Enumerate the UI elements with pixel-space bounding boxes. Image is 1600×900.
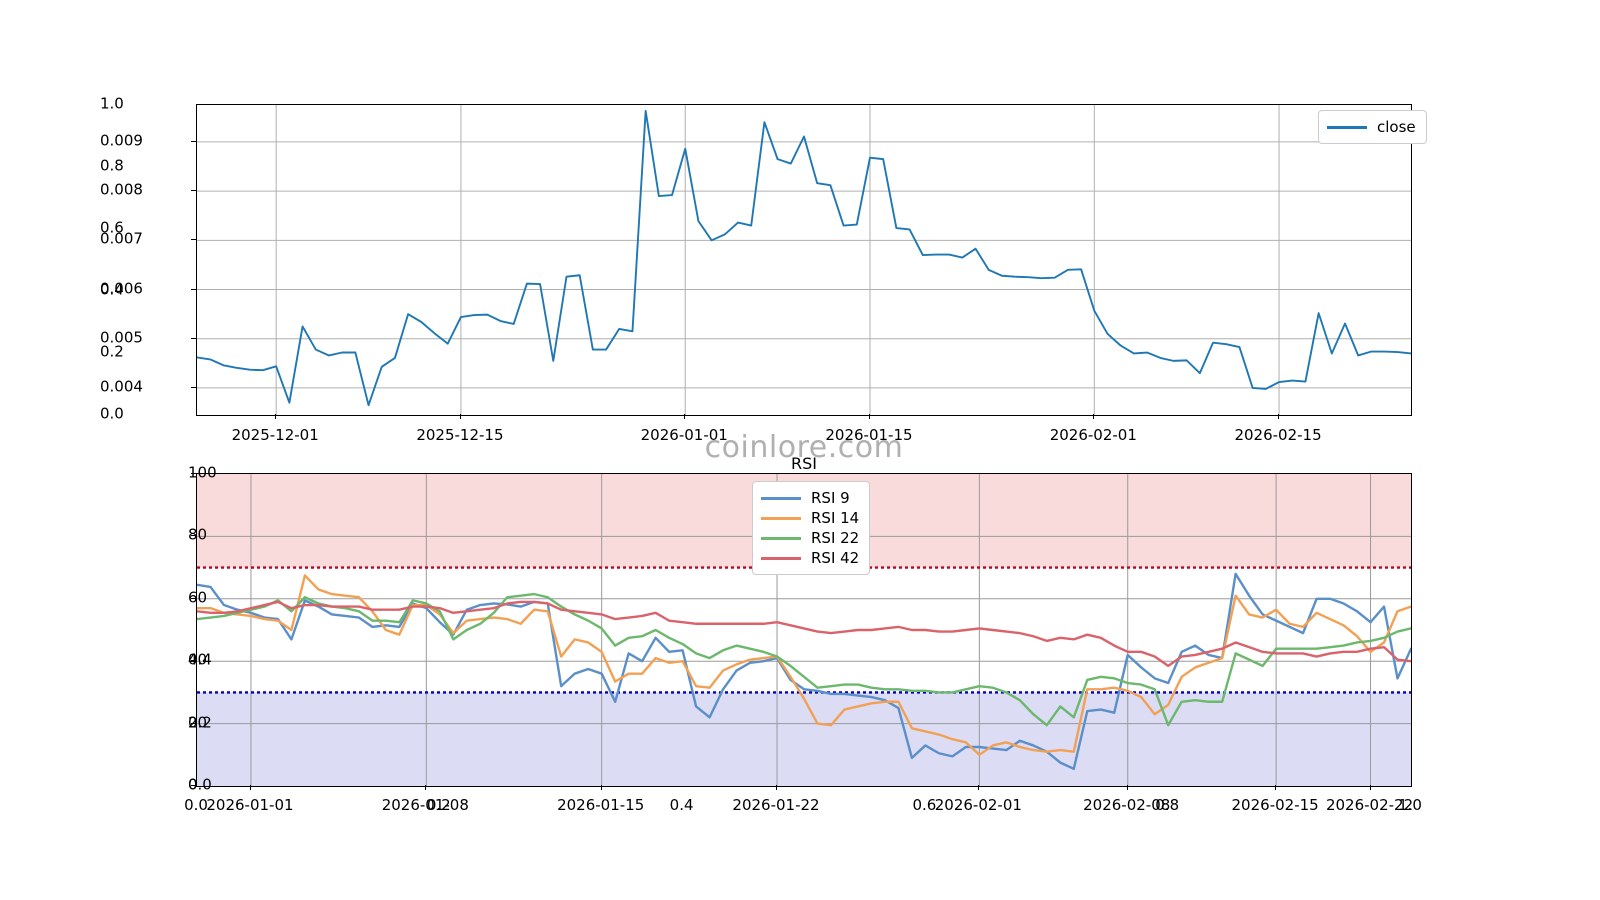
rsi-legend-label: RSI 14 — [811, 509, 860, 527]
rsi-ytick-mark — [191, 660, 196, 662]
legend-swatch-icon — [761, 536, 801, 540]
rsi-xtick-mark — [1126, 785, 1128, 790]
price-chart-plot — [197, 105, 1411, 415]
watermark-coinlore: coinlore.com — [704, 430, 904, 465]
rsi-xtick-2026-02-01: 2026-02-01 — [934, 796, 1022, 814]
legend-swatch-icon — [761, 516, 801, 520]
price-legend-label: close — [1377, 118, 1416, 136]
price-xtick-mark — [1093, 414, 1095, 419]
rsi-xtick-2026-01-01: 2026-01-01 — [206, 796, 294, 814]
price-chart-legend[interactable]: close — [1318, 110, 1427, 144]
price-xtick-2025-12-01: 2025-12-01 — [231, 426, 319, 444]
price-ytick-0.008: 0.008 — [100, 180, 143, 199]
price-secondary-ytick-1.0: 1.0 — [100, 94, 124, 113]
rsi-legend-item[interactable]: RSI 14 — [761, 508, 859, 528]
rsi-ytick-mark — [191, 722, 196, 724]
price-ytick-mark — [191, 190, 196, 192]
price-xtick-mark — [459, 414, 461, 419]
rsi-secondary-ytick-0.4: 0.4 — [188, 650, 212, 669]
rsi-legend-item[interactable]: RSI 42 — [761, 548, 859, 568]
price-ytick-mark — [191, 337, 196, 339]
rsi-ytick-mark — [191, 535, 196, 537]
rsi-xtick-2026-01-15: 2026-01-15 — [557, 796, 645, 814]
price-xtick-2026-01-15: 2026-01-15 — [825, 426, 913, 444]
price-secondary-ytick-0.4: 0.4 — [100, 280, 124, 299]
rsi-xtick-2026-02-15: 2026-02-15 — [1231, 796, 1319, 814]
price-ytick-mark — [191, 288, 196, 290]
rsi-ytick-0: 0 — [188, 777, 198, 793]
price-secondary-ytick-0.8: 0.8 — [100, 156, 124, 175]
price-xtick-2026-01-01: 2026-01-01 — [640, 426, 728, 444]
rsi-chart-legend[interactable]: RSI 9 RSI 14 RSI 22 RSI 42 — [752, 481, 871, 575]
price-chart-panel — [196, 104, 1412, 416]
rsi-legend-label: RSI 22 — [811, 529, 860, 547]
rsi-secondary-ytick-0.2: 0.2 — [188, 713, 212, 732]
rsi-xtick-mark — [776, 785, 778, 790]
legend-swatch-icon — [761, 496, 801, 500]
rsi-secondary-xtick-0.0: 0.0 — [184, 796, 208, 814]
rsi-secondary-xtick-0.4: 0.4 — [669, 796, 694, 814]
price-xtick-2025-12-15: 2025-12-15 — [416, 426, 504, 444]
rsi-xtick-mark — [1275, 785, 1277, 790]
rsi-ytick-20: 20 — [188, 713, 208, 732]
price-secondary-ytick-0.0: 0.0 — [100, 404, 124, 423]
price-ytick-0.005: 0.005 — [100, 328, 143, 347]
price-ytick-mark — [191, 386, 196, 388]
rsi-xtick-mark — [600, 785, 602, 790]
rsi-secondary-xtick-0.8: 0.8 — [1155, 796, 1180, 814]
price-ytick-mark — [191, 140, 196, 142]
price-xtick-mark — [275, 414, 277, 419]
rsi-secondary-ytick-0.0: 0.0 — [188, 775, 212, 794]
price-secondary-ytick-0.6: 0.6 — [100, 218, 124, 237]
rsi-ytick-mark — [191, 473, 196, 474]
price-secondary-ytick-0.2: 0.2 — [100, 342, 124, 361]
price-legend-item[interactable]: close — [1327, 117, 1416, 137]
rsi-secondary-xtick-0.2: 0.2 — [426, 796, 451, 814]
rsi-legend-label: RSI 9 — [811, 489, 850, 507]
price-ytick-0.004: 0.004 — [100, 377, 143, 396]
price-xtick-2026-02-01: 2026-02-01 — [1049, 426, 1137, 444]
price-xtick-mark — [1278, 414, 1280, 419]
legend-swatch-icon — [1327, 125, 1367, 129]
rsi-panel-title: RSI — [791, 454, 817, 473]
rsi-ytick-60: 60 — [188, 588, 208, 607]
rsi-xtick-2026-01-22: 2026-01-22 — [732, 796, 820, 814]
rsi-ytick-100: 100 — [188, 463, 217, 482]
price-ytick-0.006: 0.006 — [100, 279, 143, 298]
price-ytick-0.007: 0.007 — [100, 229, 143, 248]
rsi-xtick-2026-02-08: 2026-02-08 — [1083, 796, 1171, 814]
rsi-ytick-40: 40 — [188, 650, 208, 669]
rsi-xtick-mark — [978, 785, 980, 790]
rsi-legend-item[interactable]: RSI 9 — [761, 488, 859, 508]
rsi-ytick-80: 80 — [188, 525, 208, 544]
rsi-ytick-mark — [191, 785, 196, 786]
rsi-xtick-mark — [249, 785, 251, 790]
rsi-secondary-xtick-1.0: 1.0 — [1398, 796, 1422, 814]
rsi-xtick-mark — [425, 785, 427, 790]
rsi-legend-label: RSI 42 — [811, 549, 860, 567]
price-ytick-mark — [191, 239, 196, 241]
price-xtick-2026-02-15: 2026-02-15 — [1234, 426, 1322, 444]
legend-swatch-icon — [761, 556, 801, 560]
rsi-xtick-2026-01-08: 2026-01-08 — [381, 796, 469, 814]
rsi-ytick-mark — [191, 597, 196, 599]
rsi-xtick-mark — [1369, 785, 1371, 790]
rsi-xtick-2026-02-22: 2026-02-22 — [1325, 796, 1414, 814]
price-xtick-mark — [684, 414, 686, 419]
rsi-secondary-xtick-0.6: 0.6 — [912, 796, 937, 814]
rsi-legend-item[interactable]: RSI 22 — [761, 528, 859, 548]
price-xtick-mark — [868, 414, 870, 419]
price-ytick-0.009: 0.009 — [100, 131, 143, 150]
